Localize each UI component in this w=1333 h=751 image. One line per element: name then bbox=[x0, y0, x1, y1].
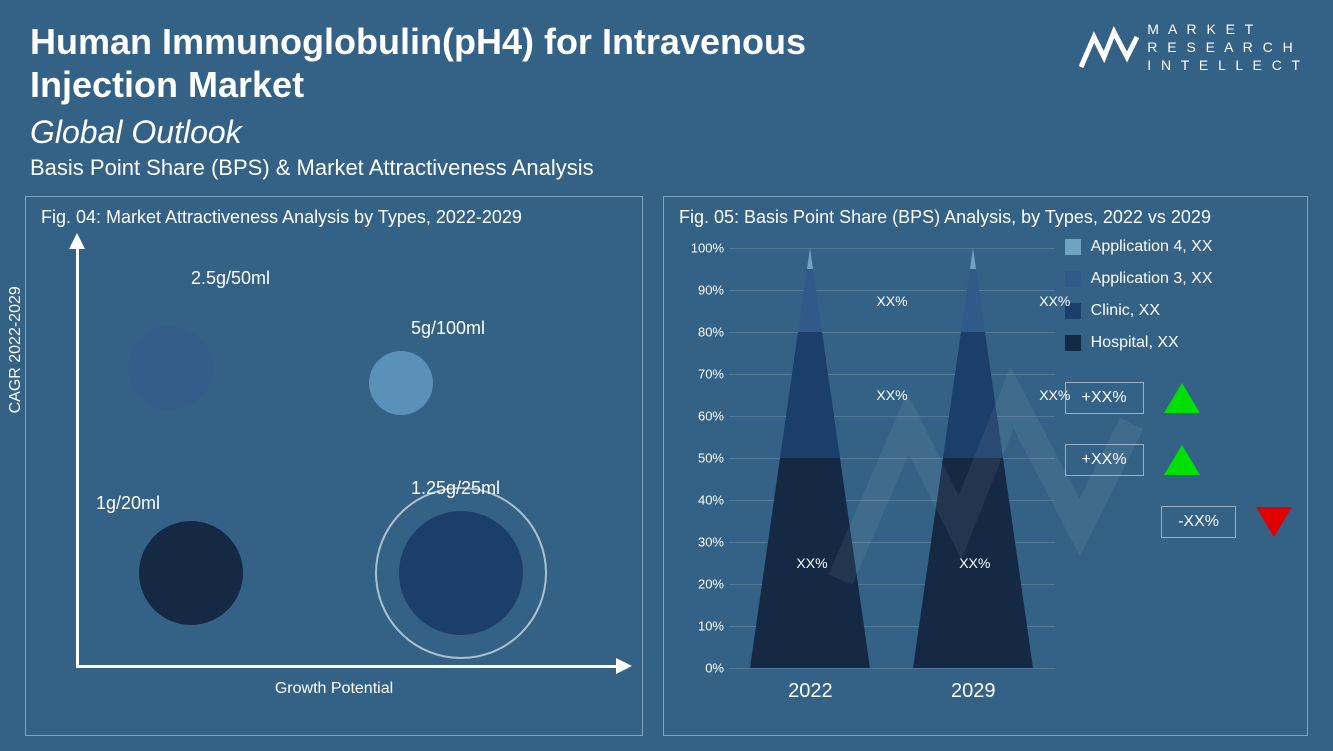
segment-label: XX% bbox=[959, 555, 990, 571]
legend-swatch bbox=[1065, 239, 1081, 255]
y-axis-label: CAGR 2022-2029 bbox=[7, 287, 25, 414]
fig04-title: Fig. 04: Market Attractiveness Analysis … bbox=[41, 207, 627, 228]
logo-icon bbox=[1079, 22, 1139, 72]
y-tick: 80% bbox=[679, 325, 724, 340]
legend-swatch bbox=[1065, 271, 1081, 287]
main-title: Human Immunoglobulin(pH4) for Intravenou… bbox=[30, 20, 930, 106]
logo-line1: M A R K E T bbox=[1147, 20, 1303, 38]
bubble-label: 1.25g/25ml bbox=[411, 478, 500, 499]
fig05-title: Fig. 05: Basis Point Share (BPS) Analysi… bbox=[679, 207, 1292, 228]
bubble bbox=[369, 351, 433, 415]
y-tick: 100% bbox=[679, 241, 724, 256]
logo-text: M A R K E T R E S E A R C H I N T E L L … bbox=[1147, 20, 1303, 75]
y-tick: 50% bbox=[679, 451, 724, 466]
cone-year-label: 2029 bbox=[951, 680, 996, 703]
cones: XX%XX%XX%2022 XX%XX%XX%2029 bbox=[729, 248, 1055, 668]
y-ticks: 0%10%20%30%40%50%60%70%80%90%100% bbox=[679, 248, 724, 668]
triangle-down-icon bbox=[1256, 507, 1292, 537]
logo: M A R K E T R E S E A R C H I N T E L L … bbox=[1079, 20, 1303, 75]
legend-label: Clinic, XX bbox=[1091, 302, 1160, 320]
legend-item: Clinic, XX bbox=[1065, 302, 1292, 320]
cone: XX%XX%XX%2029 bbox=[913, 248, 1033, 668]
segment-label: XX% bbox=[876, 387, 907, 403]
panel-fig05: Fig. 05: Basis Point Share (BPS) Analysi… bbox=[663, 196, 1308, 736]
change-box: +XX% bbox=[1065, 382, 1144, 414]
triangle-up-icon bbox=[1164, 445, 1200, 475]
y-tick: 60% bbox=[679, 409, 724, 424]
segment-label: XX% bbox=[876, 293, 907, 309]
x-axis bbox=[76, 665, 622, 668]
change-item: +XX% bbox=[1065, 444, 1292, 476]
grid-line bbox=[729, 668, 1055, 669]
logo-line3: I N T E L L E C T bbox=[1147, 56, 1303, 74]
change-item: +XX% bbox=[1065, 382, 1292, 414]
y-tick: 10% bbox=[679, 619, 724, 634]
change-box: +XX% bbox=[1065, 444, 1144, 476]
segment-label: XX% bbox=[1039, 293, 1070, 309]
bubble-chart: CAGR 2022-2029 Growth Potential 2.5g/50m… bbox=[41, 238, 627, 698]
cone-year-label: 2022 bbox=[788, 680, 833, 703]
bubble bbox=[139, 521, 243, 625]
segment-label: XX% bbox=[796, 555, 827, 571]
bps-chart: 0%10%20%30%40%50%60%70%80%90%100%XX%XX%X… bbox=[679, 238, 1292, 718]
legend-label: Application 3, XX bbox=[1091, 270, 1213, 288]
bubble-label: 5g/100ml bbox=[411, 318, 485, 339]
y-tick: 70% bbox=[679, 367, 724, 382]
header: Human Immunoglobulin(pH4) for Intravenou… bbox=[0, 0, 1333, 181]
y-tick: 90% bbox=[679, 283, 724, 298]
change-item: -XX% bbox=[1065, 506, 1292, 538]
legend-swatch bbox=[1065, 335, 1081, 351]
bubble-label: 1g/20ml bbox=[96, 493, 160, 514]
y-tick: 0% bbox=[679, 661, 724, 676]
y-tick: 30% bbox=[679, 535, 724, 550]
panel-fig04: Fig. 04: Market Attractiveness Analysis … bbox=[25, 196, 643, 736]
legend-item: Application 4, XX bbox=[1065, 238, 1292, 256]
logo-line2: R E S E A R C H bbox=[1147, 38, 1303, 56]
triangle-up-icon bbox=[1164, 383, 1200, 413]
bubble-label: 2.5g/50ml bbox=[191, 268, 270, 289]
x-axis-label: Growth Potential bbox=[275, 680, 393, 698]
legend-label: Application 4, XX bbox=[1091, 238, 1213, 256]
subtitle: Global Outlook bbox=[30, 114, 1303, 151]
bubble bbox=[399, 511, 523, 635]
legend-item: Hospital, XX bbox=[1065, 334, 1292, 352]
cone: XX%XX%XX%2022 bbox=[750, 248, 870, 668]
y-tick: 40% bbox=[679, 493, 724, 508]
segment-label: XX% bbox=[1039, 387, 1070, 403]
change-box: -XX% bbox=[1161, 506, 1236, 538]
legend-item: Application 3, XX bbox=[1065, 270, 1292, 288]
bubble bbox=[129, 326, 213, 410]
bps-legend: Application 4, XX Application 3, XX Clinic… bbox=[1055, 238, 1292, 718]
subtitle2: Basis Point Share (BPS) & Market Attract… bbox=[30, 155, 1303, 181]
panels: Fig. 04: Market Attractiveness Analysis … bbox=[0, 181, 1333, 751]
legend-label: Hospital, XX bbox=[1091, 334, 1179, 352]
y-tick: 20% bbox=[679, 577, 724, 592]
y-axis bbox=[76, 243, 79, 668]
